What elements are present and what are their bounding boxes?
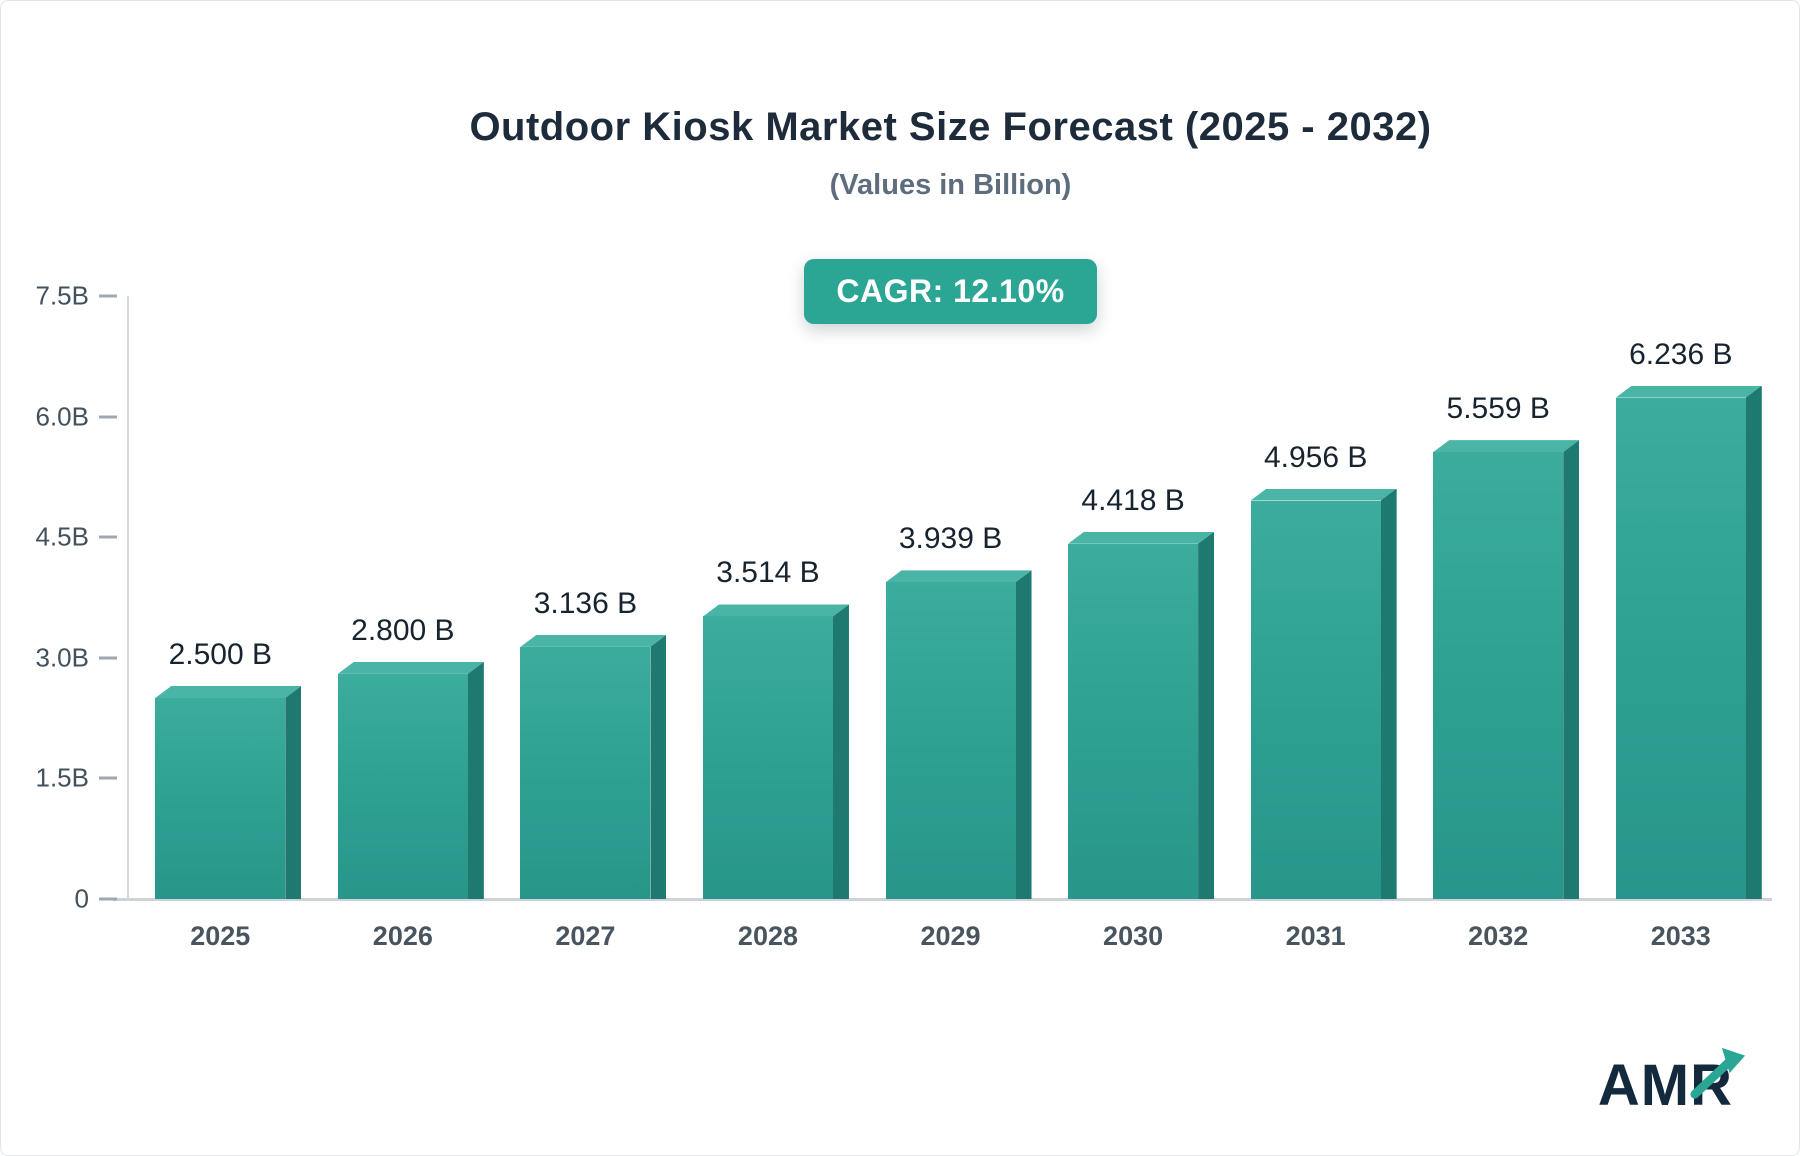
bar-front-face [1068, 543, 1199, 899]
bar-2032: 5.559 B 2032 [1433, 392, 1580, 951]
bar-top-face [1068, 532, 1214, 544]
y-axis-line [127, 296, 129, 899]
bar-slot-2032: 5.559 B 2032 [1407, 296, 1590, 951]
cagr-badge-wrap: CAGR: 12.10% [129, 259, 1772, 324]
bar-top-face [886, 570, 1032, 582]
bar-side-face [832, 604, 849, 899]
bar-side-face [467, 661, 484, 899]
bar-value-label: 5.559 B [1446, 392, 1550, 426]
y-tick-mark [99, 776, 117, 780]
bars-row: 2.500 B 2025 2.800 B 2026 3.136 B 2027 3.514 B… [129, 296, 1773, 951]
bar-side-face [650, 634, 667, 899]
bar-top-face [1251, 489, 1397, 501]
y-tick-mark [99, 535, 117, 539]
bar-2026: 2.800 B 2026 [337, 614, 484, 951]
y-tick-mark [99, 294, 117, 298]
bar-side-face [285, 686, 302, 899]
bar-slot-2033: 6.236 B 2033 [1590, 296, 1773, 951]
bar-top-face [155, 686, 301, 698]
bar-2029: 3.939 B 2029 [885, 522, 1032, 951]
bar-top-face [520, 635, 666, 647]
x-axis-label-2027: 2027 [555, 921, 616, 951]
bar-side-face [1563, 440, 1580, 899]
y-tick-label: 7.5B [35, 280, 90, 311]
bar-side-face [1380, 488, 1397, 899]
y-tick-label: 1.5B [35, 762, 90, 793]
bar-2031: 4.956 B 2031 [1250, 441, 1397, 951]
y-tick-label: 6.0B [35, 401, 90, 432]
amr-logo-arrow-icon [1690, 1047, 1746, 1099]
amr-logo: AMR [1598, 1047, 1746, 1119]
y-axis: 0 1.5B 3.0B 4.5B 6.0B 7.5B [1, 281, 129, 914]
bar-2028: 3.514 B 2028 [702, 556, 849, 951]
y-tick-mark [99, 897, 117, 901]
bar-2030: 4.418 B 2030 [1068, 484, 1215, 951]
bar-front-face [520, 646, 651, 899]
cagr-badge: CAGR: 12.10% [804, 259, 1097, 324]
y-tick-label: 4.5B [35, 521, 90, 552]
bar-front-face [337, 673, 468, 899]
bar-slot-2031: 4.956 B 2031 [1224, 296, 1407, 951]
bar-front-face [885, 582, 1016, 899]
bar-value-label: 4.418 B [1081, 483, 1185, 517]
y-tick-label: 3.0B [35, 642, 90, 673]
bar-front-face [1615, 397, 1746, 899]
x-axis-label-2030: 2030 [1103, 921, 1164, 951]
bar-top-face [703, 604, 849, 616]
x-axis-label-2028: 2028 [737, 921, 799, 951]
bar-slot-2026: 2.800 B 2026 [312, 296, 495, 951]
bar-slot-2028: 3.514 B 2028 [677, 296, 860, 951]
x-axis-label-2026: 2026 [372, 921, 433, 951]
bar-value-label: 3.939 B [898, 522, 1003, 556]
chart-title: Outdoor Kiosk Market Size Forecast (2025… [469, 105, 1432, 149]
y-tick-mark [99, 656, 117, 660]
x-axis-label-2032: 2032 [1468, 921, 1529, 951]
bar-value-label: 6.236 B [1629, 337, 1733, 371]
bar-value-label: 3.514 B [716, 556, 820, 590]
bar-top-face [1433, 440, 1579, 452]
bar-2027: 3.136 B 2027 [520, 587, 667, 951]
bar-slot-2030: 4.418 B 2030 [1042, 296, 1225, 951]
bar-front-face [1250, 500, 1381, 899]
x-axis-label-2025: 2025 [190, 921, 251, 951]
bar-2025: 2.500 B 2025 [155, 638, 302, 951]
chart-subtitle: (Values in Billion) [829, 169, 1072, 201]
bar-slot-2027: 3.136 B 2027 [494, 296, 677, 951]
x-axis-label-2033: 2033 [1650, 921, 1711, 951]
y-tick-label: 0 [74, 883, 89, 914]
bar-front-face [155, 698, 286, 899]
x-axis-label-2031: 2031 [1285, 921, 1346, 951]
bar-front-face [1433, 452, 1564, 899]
bar-value-label: 2.500 B [168, 638, 272, 671]
bar-top-face [338, 662, 484, 674]
bar-side-face [1198, 531, 1215, 899]
bar-slot-2029: 3.939 B 2029 [859, 296, 1042, 951]
y-tick-mark [99, 415, 117, 419]
x-axis-label-2029: 2029 [920, 921, 981, 951]
bar-top-face [1616, 386, 1762, 398]
bar-slot-2025: 2.500 B 2025 [129, 296, 312, 951]
x-axis-line [113, 898, 1772, 901]
bar-value-label: 3.136 B [533, 586, 638, 620]
bar-value-label: 2.800 B [351, 613, 455, 647]
bar-value-label: 4.956 B [1263, 440, 1368, 474]
bar-side-face [1015, 570, 1032, 899]
bar-front-face [702, 616, 833, 899]
bar-2033: 6.236 B 2033 [1615, 338, 1762, 951]
bar-side-face [1745, 385, 1762, 899]
